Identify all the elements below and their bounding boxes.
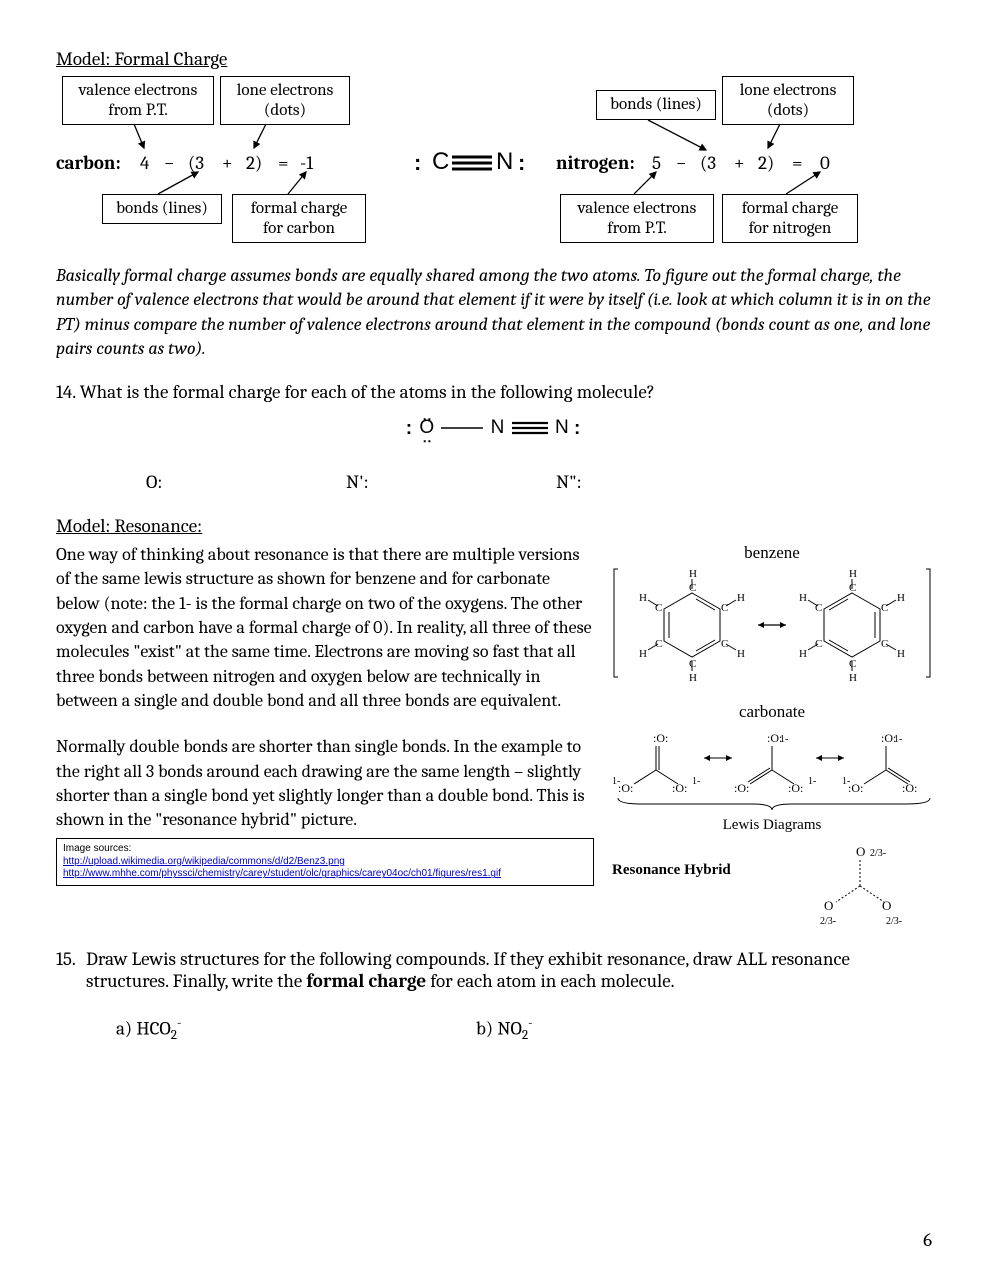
q15a-sup: - [177,1016,181,1031]
svg-text:C: C [721,602,728,614]
resonance-para-2: Normally double bonds are shorter than s… [56,735,594,832]
molecule-right-lonepair: : [518,150,527,176]
svg-text:O: O [856,844,865,859]
svg-text:H: H [849,568,857,580]
image-sources-label: Image sources: [63,843,587,856]
svg-text:C: C [689,582,696,594]
svg-text:H: H [639,592,647,604]
q15b-sup: - [528,1016,532,1031]
q14-N1: N [491,417,505,438]
resonance-figures: benzene C C C C C C H [612,543,932,930]
svg-text::O:: :O: [653,731,668,745]
resonance-hybrid-label: Resonance Hybrid [612,840,782,879]
image-source-link-2[interactable]: http://www.mhhe.com/physsci/chemistry/ca… [63,868,587,881]
q15a-label: a) HCO [116,1018,171,1040]
q15-option-b: b) NO2- [476,1016,533,1043]
section-title-resonance: Model: Resonance: [56,515,932,537]
q15-option-a: a) HCO2- [116,1016,476,1043]
carbonate-label: carbonate [612,702,932,722]
svg-text::O:: :O: [672,781,687,795]
svg-text:1-: 1- [894,734,902,745]
svg-text:O: O [882,898,891,913]
arrows-carbon [56,76,376,251]
molecule-N: N [496,148,513,176]
svg-text:C: C [815,638,822,650]
benzene-diagram: C C C C C C H H H H H H [612,563,932,683]
image-sources-box: Image sources: http://upload.wikimedia.o… [56,838,594,886]
resonance-para-1: One way of thinking about resonance is t… [56,543,594,713]
svg-text:H: H [799,648,807,660]
svg-text:1-: 1- [780,734,788,745]
molecule-C: C [432,148,449,176]
question-14: 14. What is the formal charge for each o… [56,381,932,403]
svg-text:C: C [655,602,662,614]
svg-text:H: H [737,648,745,660]
resonance-hybrid-diagram: O 2/3- O O 2/3- 2/3- [782,840,932,930]
carbonate-diagram: :O: :O::O: 1-1- :O:1- :O::O: 1- [612,722,932,812]
svg-text:2/3-: 2/3- [886,916,902,927]
q15b-label: b) NO [476,1018,522,1040]
svg-text:C: C [689,658,696,670]
q14-O-bottom-dots: ‥ [422,429,433,446]
svg-text:2/3-: 2/3- [820,916,836,927]
svg-text:H: H [639,648,647,660]
svg-text::O:: :O: [734,781,749,795]
q14-molecule: : ‥ O ‥ N N : [56,417,932,453]
page-number: 6 [923,1229,932,1251]
molecule-left-lonepair: : [414,150,423,176]
triple-bond-icon [450,154,494,172]
image-source-link-1[interactable]: http://upload.wikimedia.org/wikipedia/co… [63,856,587,869]
svg-text:C: C [881,638,888,650]
q15-number: 15. [56,948,86,992]
svg-text:1-: 1- [842,776,850,787]
svg-text:O: O [824,898,833,913]
svg-text:H: H [897,648,905,660]
svg-text:H: H [897,592,905,604]
lewis-diagrams-label: Lewis Diagrams [612,817,932,834]
benzene-label: benzene [612,543,932,563]
formal-charge-diagram: valence electrons from P.T. lone electro… [56,76,932,250]
q14-O-top-dots: ‥ [422,407,433,424]
svg-text:C: C [721,638,728,650]
q14-ans-O: O: [146,471,346,493]
section-title-formal-charge: Model: Formal Charge [56,48,932,70]
svg-text:1-: 1- [692,776,700,787]
svg-text:C: C [655,638,662,650]
svg-text:2/3-: 2/3- [870,848,886,859]
svg-text:H: H [689,568,697,580]
svg-text:1-: 1- [612,776,620,787]
svg-text:C: C [815,602,822,614]
q14-right-lonepair: : [574,418,582,439]
svg-text:H: H [737,592,745,604]
svg-text::O:: :O: [788,781,803,795]
q14-left-lonepair: : [406,418,414,439]
svg-text:C: C [849,582,856,594]
q14-ans-N1: N': [346,471,556,493]
arrows-nitrogen [556,76,876,251]
single-bond-icon [439,423,485,433]
q14-ans-N2: N": [556,471,582,493]
svg-text:H: H [849,672,857,683]
svg-text:1-: 1- [808,776,816,787]
svg-text:C: C [881,602,888,614]
svg-text:H: H [799,592,807,604]
triple-bond-icon-2 [510,420,550,436]
q15-text-2: for each atom in each molecule. [426,970,674,992]
svg-text:C: C [849,658,856,670]
q15-formal-charge-bold: formal charge [306,970,426,992]
formal-charge-explanation: Basically formal charge assumes bonds ar… [56,264,932,361]
svg-text:H: H [689,672,697,683]
q14-answer-row: O: N': N": [56,471,932,493]
svg-text::O:: :O: [902,781,917,795]
question-15: 15. Draw Lewis structures for the follow… [56,948,932,992]
q14-N2: N [555,417,569,438]
